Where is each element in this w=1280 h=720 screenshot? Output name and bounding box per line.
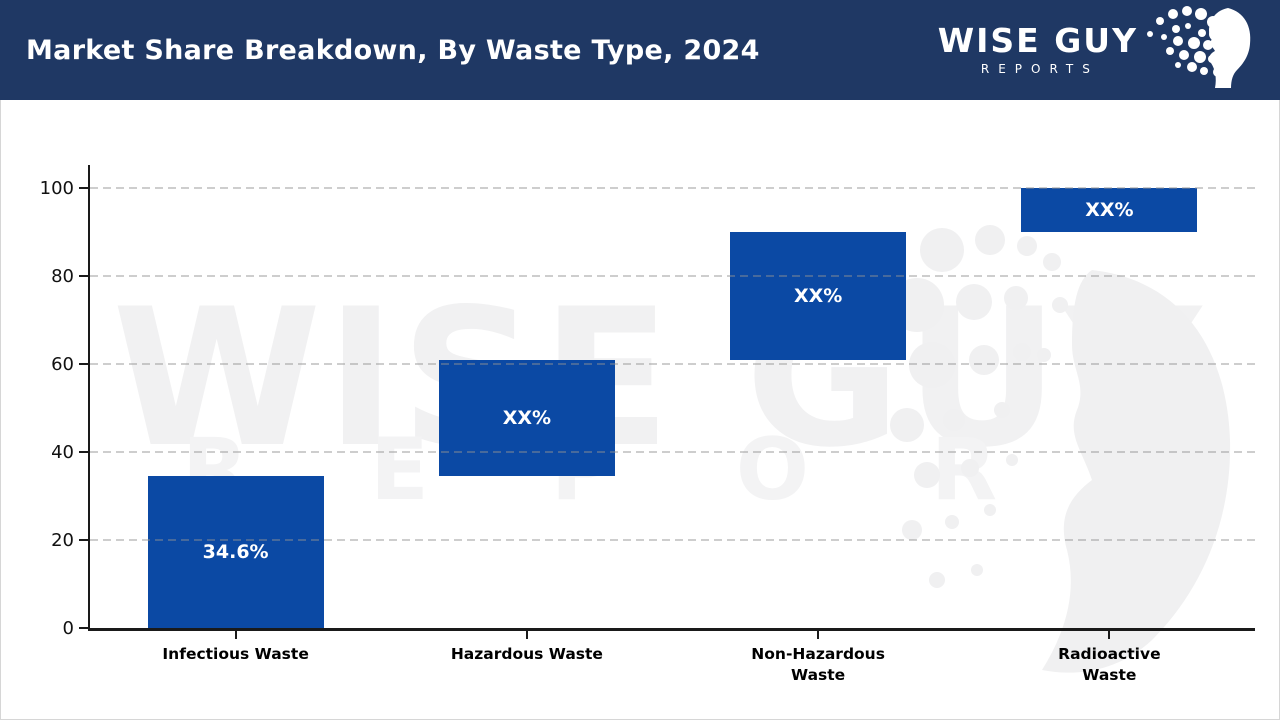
x-category-label: Infectious Waste	[162, 645, 309, 663]
x-category-label: Radioactive Waste	[1058, 645, 1161, 684]
waterfall-bar: XX%	[1021, 188, 1198, 232]
gridline	[90, 451, 1255, 453]
bar-value-label: 34.6%	[202, 540, 269, 563]
gridline	[90, 363, 1255, 365]
y-axis-tick-label: 40	[51, 441, 74, 463]
dot-head-icon	[1142, 6, 1254, 94]
waterfall-bar: 34.6%	[147, 475, 324, 628]
ytick-mark	[79, 187, 88, 189]
y-axis-tick-label: 60	[51, 353, 74, 375]
y-axis-tick-label: 0	[62, 617, 74, 639]
ytick-mark	[79, 451, 88, 453]
logo-text: WISE GUY REPORTS	[938, 24, 1138, 76]
waterfall-bar: XX%	[730, 232, 907, 360]
waterfall-bar: XX%	[438, 359, 615, 476]
bar-value-label: XX%	[1085, 199, 1134, 221]
y-axis-tick-label: 20	[51, 529, 74, 551]
ytick-mark	[79, 627, 88, 629]
xtick-mark	[817, 631, 820, 639]
header-bar: Market Share Breakdown, By Waste Type, 2…	[0, 0, 1280, 100]
x-category-label: Hazardous Waste	[450, 645, 603, 663]
plot-area: 0 20 40 60 80 100 34.6% Infectious Waste XX% Haza…	[40, 165, 1255, 684]
gridline	[90, 539, 1255, 541]
xtick-mark	[525, 631, 528, 639]
logo-sub: REPORTS	[980, 62, 1099, 76]
wise-guy-logo: WISE GUY REPORTS	[938, 6, 1254, 94]
y-axis-tick-label: 80	[51, 265, 74, 287]
bar-value-label: XX%	[502, 406, 552, 429]
page-title: Market Share Breakdown, By Waste Type, 2…	[26, 34, 760, 66]
ytick-mark	[79, 363, 88, 365]
gridline	[90, 187, 1255, 189]
x-category-label: Non-Hazardous Waste	[751, 645, 885, 684]
xtick-mark	[234, 631, 237, 639]
logo-name: WISE GUY	[937, 21, 1138, 60]
gridline	[90, 275, 1255, 277]
ytick-mark	[79, 539, 88, 541]
y-axis-tick-label: 100	[39, 177, 74, 199]
ytick-mark	[79, 275, 88, 277]
bar-value-label: XX%	[793, 284, 843, 307]
xtick-mark	[1108, 631, 1111, 639]
